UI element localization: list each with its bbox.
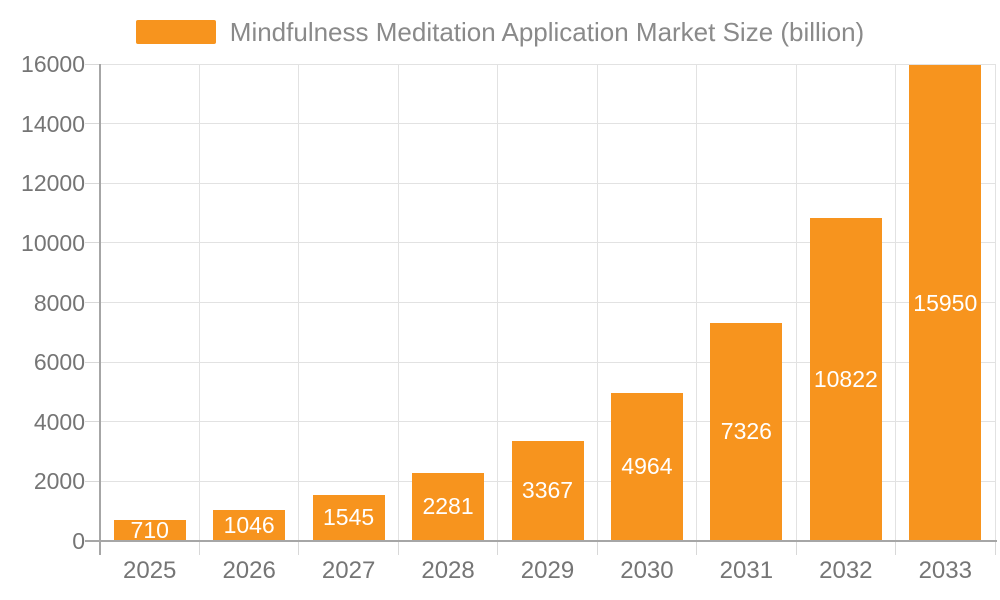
x-axis-line	[85, 540, 997, 542]
bar-2029: 3367	[511, 440, 584, 541]
x-axis-tick-label: 2025	[123, 557, 177, 584]
bar-value-label: 1545	[323, 504, 375, 531]
bar-2031: 7326	[710, 322, 783, 541]
gridline-vertical	[994, 64, 996, 541]
y-axis-tick-label: 16000	[21, 51, 85, 77]
y-axis-tick-label: 2000	[33, 468, 85, 495]
bar-2026: 1046	[213, 509, 286, 541]
y-axis-line	[99, 64, 101, 555]
x-axis-tick	[298, 541, 300, 555]
y-axis-tick	[85, 63, 100, 65]
bar-value-label: 7326	[720, 418, 772, 445]
x-axis-tick-label: 2032	[819, 557, 873, 584]
x-axis-tick-label: 2026	[222, 557, 276, 584]
x-axis-tick-label: 2031	[719, 557, 774, 584]
gridline-horizontal	[100, 361, 995, 363]
x-axis-tick	[596, 541, 598, 555]
x-axis-tick	[895, 541, 897, 555]
x-axis-tick	[994, 541, 996, 555]
bar-2028: 2281	[412, 472, 485, 541]
y-axis-tick	[85, 361, 100, 363]
legend-label: Mindfulness Meditation Application Marke…	[229, 16, 865, 47]
y-axis-tick-label: 6000	[33, 349, 85, 376]
y-axis-tick	[85, 421, 100, 423]
y-axis-tick-label: 8000	[33, 289, 85, 316]
bar-value-label: 1046	[223, 511, 275, 538]
gridline-vertical	[696, 64, 698, 541]
y-axis-tick-label: 10000	[21, 229, 85, 256]
bar-2033: 15950	[909, 65, 982, 541]
x-axis-tick	[795, 541, 797, 555]
gridline-horizontal	[100, 242, 995, 244]
x-axis-tick	[198, 541, 200, 555]
gridline-vertical	[497, 64, 499, 541]
x-axis-tick	[696, 541, 698, 555]
x-axis-tick-label: 2027	[321, 557, 376, 584]
gridline-vertical	[596, 64, 598, 541]
y-axis-tick	[85, 182, 100, 184]
bar-value-label: 15950	[913, 289, 978, 316]
x-axis-tick-label: 2030	[620, 557, 674, 584]
bar-value-label: 10822	[813, 366, 878, 393]
y-axis-tick	[85, 480, 100, 482]
x-axis-tick-label: 2028	[421, 557, 475, 584]
y-axis-tick-label: 12000	[21, 170, 85, 197]
gridline-horizontal	[100, 182, 995, 184]
bar-value-label: 710	[130, 516, 169, 543]
bar-2030: 4964	[610, 393, 683, 541]
y-axis-tick	[85, 123, 100, 125]
gridline-vertical	[397, 64, 399, 541]
x-axis-tick	[497, 541, 499, 555]
bar-2027: 1545	[312, 494, 385, 541]
gridline-vertical	[795, 64, 797, 541]
legend-item[interactable]: Mindfulness Meditation Application Marke…	[0, 14, 1000, 50]
x-axis-tick	[397, 541, 399, 555]
bar-value-label: 3367	[521, 477, 574, 504]
y-axis-tick	[85, 242, 100, 244]
gridline-horizontal	[100, 302, 995, 303]
y-axis-tick	[85, 302, 100, 303]
y-axis-tick-label: 0	[72, 528, 85, 554]
gridline-horizontal	[100, 123, 995, 125]
y-axis-tick-label: 14000	[21, 110, 85, 137]
gridline-horizontal	[100, 63, 995, 65]
x-axis-tick-label: 2029	[520, 557, 575, 584]
gridline-horizontal	[100, 421, 995, 423]
bar-2025: 710	[113, 516, 186, 543]
bar-value-label: 4964	[621, 453, 673, 480]
gridline-vertical	[298, 64, 300, 541]
gridline-vertical	[895, 64, 897, 541]
bar-2032: 10822	[809, 218, 882, 541]
x-axis-tick-label: 2033	[918, 557, 972, 584]
gridline-vertical	[198, 64, 200, 541]
bar-value-label: 2281	[422, 493, 474, 520]
legend-swatch	[135, 20, 216, 44]
y-axis-tick-label: 4000	[33, 408, 85, 435]
